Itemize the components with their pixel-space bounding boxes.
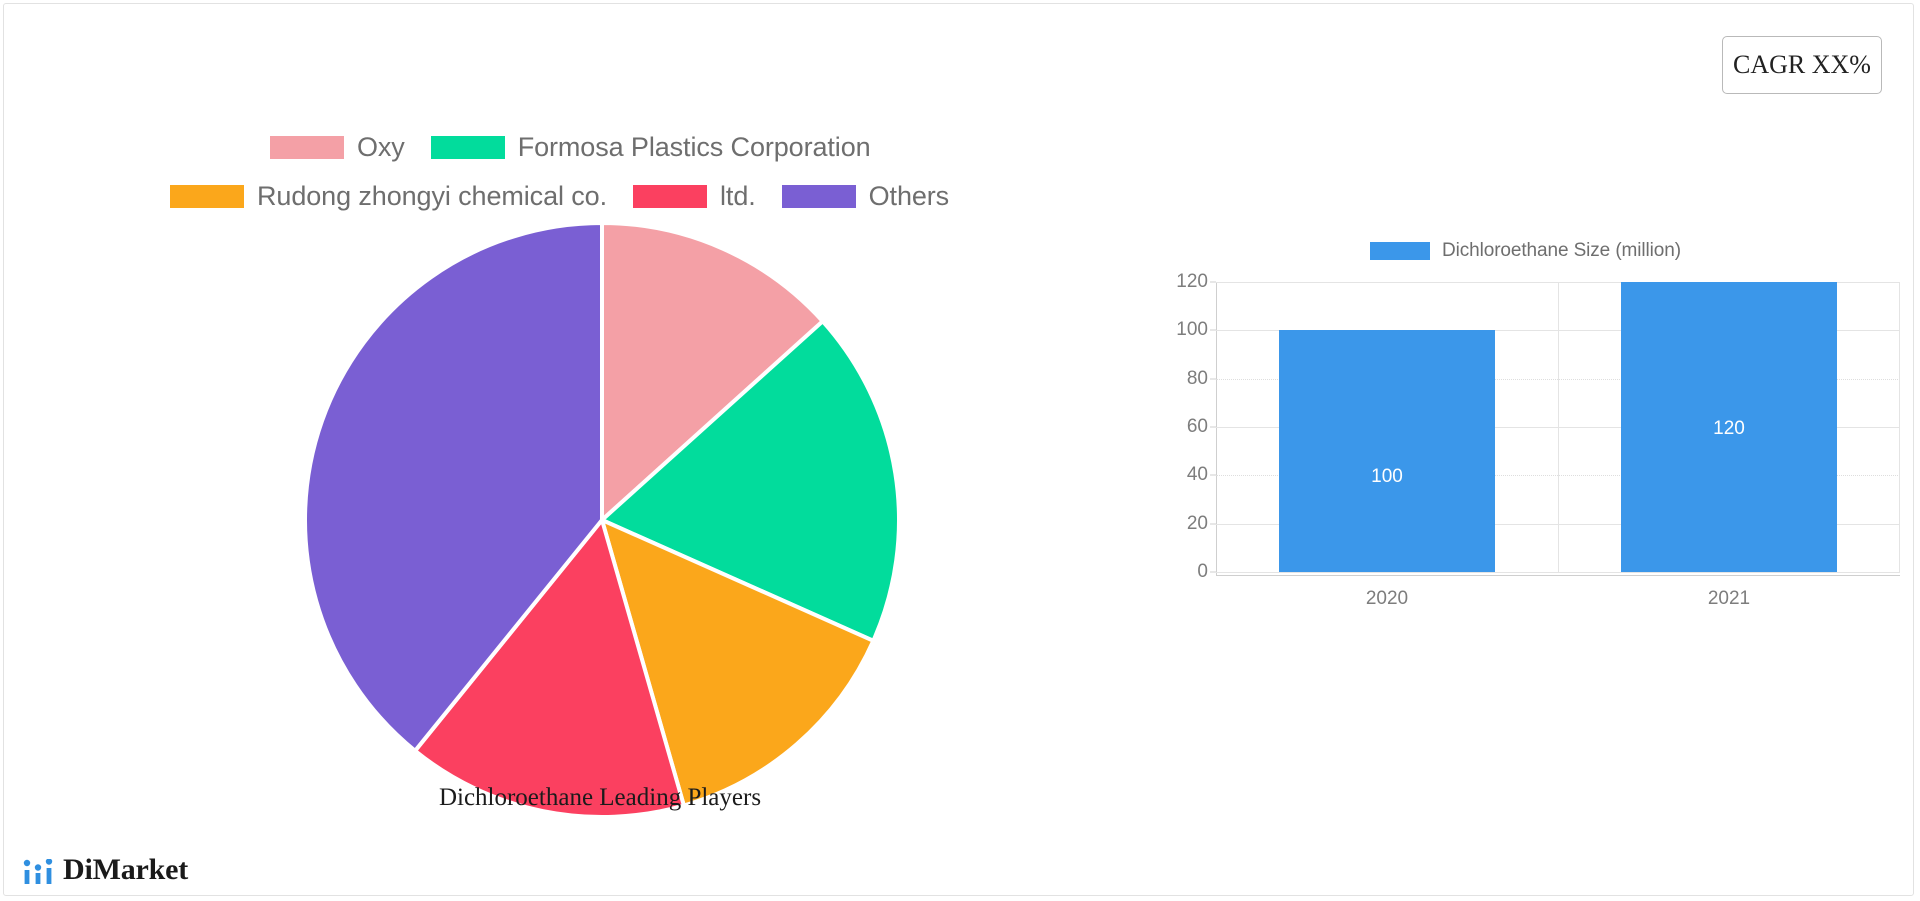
pie-slice[interactable] bbox=[600, 222, 826, 525]
pie-chart-legend: Oxy Formosa Plastics Corporation Rudong … bbox=[170, 123, 1030, 221]
pie-slice[interactable] bbox=[412, 515, 687, 818]
pie-slice[interactable] bbox=[598, 318, 900, 644]
cagr-badge-label: CAGR XX% bbox=[1733, 50, 1871, 79]
grid-line-horizontal bbox=[1216, 572, 1900, 573]
card-border bbox=[3, 3, 1914, 896]
pie-chart bbox=[304, 222, 900, 818]
y-axis-tick-label: 40 bbox=[1186, 464, 1208, 486]
bar-value-label: 100 bbox=[1371, 466, 1403, 488]
legend-swatch-dichloroethane-size bbox=[1370, 242, 1430, 260]
bar-chart-logo-icon bbox=[23, 859, 53, 884]
y-axis-tick-label: 0 bbox=[1197, 561, 1208, 582]
legend-item-others[interactable]: Others bbox=[781, 181, 975, 212]
y-axis-line bbox=[1216, 282, 1217, 576]
legend-item-oxy[interactable]: Oxy bbox=[270, 132, 431, 163]
bar-chart-plot-area: 100 2020 120 2021 bbox=[1210, 281, 1900, 609]
legend-item-label: Others bbox=[868, 181, 950, 211]
x-axis-tick-label: 2020 bbox=[1365, 588, 1409, 609]
legend-swatch-rudong-zhongyi-chemical-co bbox=[170, 185, 244, 208]
x-axis-line bbox=[1216, 575, 1900, 576]
legend-row: Oxy Formosa Plastics Corporation bbox=[170, 123, 1030, 172]
grid-line-vertical bbox=[1558, 282, 1559, 572]
bar-value-label: 120 bbox=[1713, 418, 1745, 439]
bar-chart-legend: Dichloroethane Size (million) bbox=[1370, 240, 1681, 262]
pie-slice[interactable] bbox=[304, 222, 604, 754]
legend-swatch-others bbox=[781, 185, 856, 208]
y-axis-tick-mark bbox=[1210, 426, 1216, 428]
legend-item-formosa-plastics-corporation[interactable]: Formosa Plastics Corporation bbox=[430, 132, 897, 163]
bar-chart-plot: 0 20 40 60 80 100 120 100 2020 120 2021 bbox=[1140, 271, 1900, 609]
y-axis-tick-mark bbox=[1210, 281, 1216, 283]
legend-item-label: ltd. bbox=[720, 181, 756, 211]
y-axis-tick-label: 60 bbox=[1186, 416, 1208, 437]
legend-item-label: Rudong zhongyi chemical co. bbox=[257, 181, 608, 211]
legend-row: Rudong zhongyi chemical co. ltd. Others bbox=[170, 172, 1030, 221]
y-axis-tick-mark bbox=[1210, 474, 1216, 476]
bar[interactable]: 120 bbox=[1621, 282, 1837, 572]
legend-swatch-ltd bbox=[633, 185, 708, 208]
y-axis-tick-label: 20 bbox=[1186, 512, 1208, 534]
pie-slice-group bbox=[304, 222, 900, 818]
y-axis-tick-mark bbox=[1210, 523, 1216, 525]
legend-item-rudong-zhongyi-chemical-co[interactable]: Rudong zhongyi chemical co. bbox=[170, 181, 633, 212]
legend-item-ltd[interactable]: ltd. bbox=[633, 181, 782, 212]
y-axis-tick-label: 80 bbox=[1186, 367, 1208, 389]
x-axis-tick-label: 2021 bbox=[1707, 588, 1751, 609]
bar[interactable]: 100 bbox=[1279, 330, 1495, 572]
legend-swatch-oxy bbox=[270, 136, 344, 159]
grid-line-vertical bbox=[1899, 282, 1900, 572]
pie-chart-title: Dichloroethane Leading Players bbox=[438, 784, 762, 811]
pie-chart-svg bbox=[304, 222, 900, 818]
legend-swatch-formosa-plastics-corporation bbox=[430, 136, 505, 159]
y-axis-tick-label: 120 bbox=[1176, 271, 1208, 292]
legend-item-label: Oxy bbox=[357, 132, 405, 162]
legend-item-label: Formosa Plastics Corporation bbox=[517, 132, 871, 162]
legend-item-dichloroethane-size[interactable]: Dichloroethane Size (million) bbox=[1370, 240, 1681, 262]
dimarket-logo: DiMarket bbox=[23, 851, 188, 885]
logo-text: DiMarket bbox=[63, 853, 189, 886]
y-axis-tick-mark bbox=[1210, 571, 1216, 573]
y-axis-tick-mark bbox=[1210, 378, 1216, 380]
pie-slice[interactable] bbox=[598, 516, 876, 808]
cagr-badge: CAGR XX% bbox=[1722, 36, 1882, 94]
bar-chart: Dichloroethane Size (million) 0 20 40 60 80 1… bbox=[1140, 240, 1900, 670]
y-axis-tick-mark bbox=[1210, 329, 1216, 331]
legend-item-label: Dichloroethane Size (million) bbox=[1442, 240, 1681, 261]
y-axis-tick-label: 100 bbox=[1176, 319, 1208, 341]
bar-chart-y-axis: 0 20 40 60 80 100 120 bbox=[1140, 271, 1208, 582]
